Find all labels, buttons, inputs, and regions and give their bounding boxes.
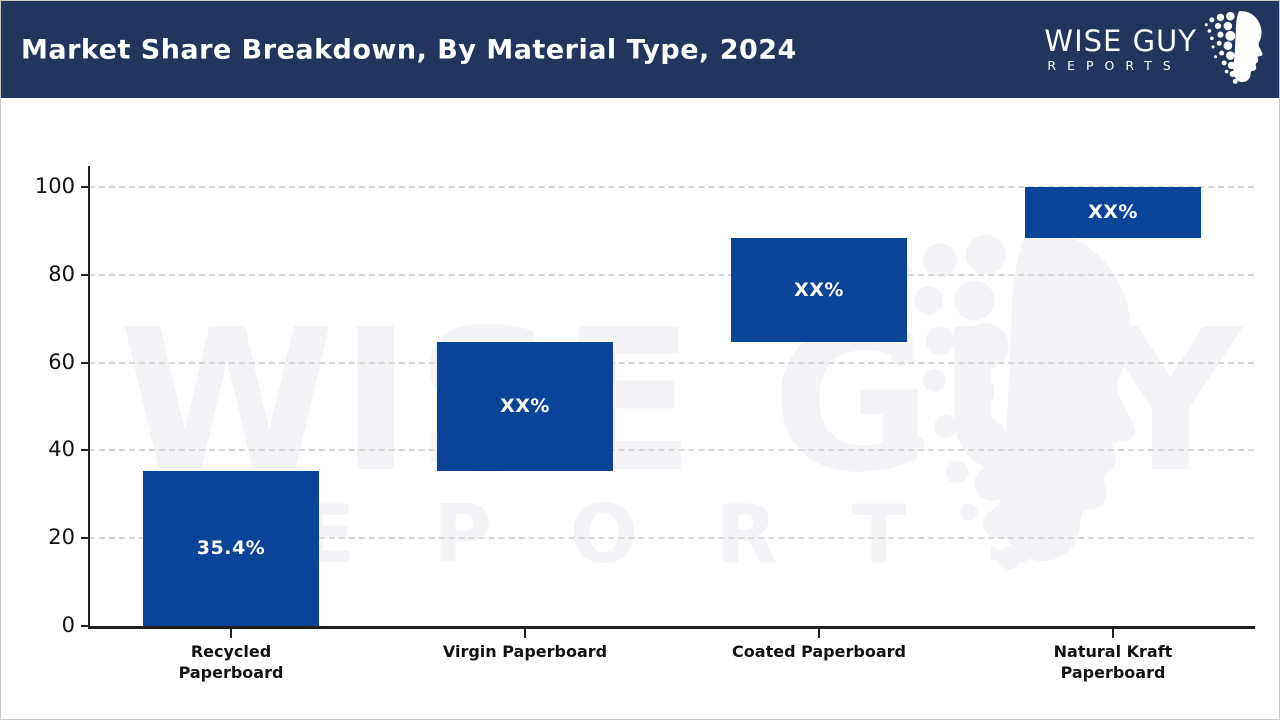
- page-title: Market Share Breakdown, By Material Type…: [21, 34, 797, 65]
- x-category-label: Recycled Paperboard: [81, 641, 381, 683]
- x-category-label-line: Natural Kraft: [1053, 642, 1173, 661]
- y-tick-label: 40: [48, 437, 75, 462]
- y-gridline: [89, 449, 1254, 452]
- y-axis-line: [88, 166, 90, 629]
- x-category-label: Natural Kraft Paperboard: [963, 641, 1263, 683]
- bar-value-label: XX%: [1088, 201, 1138, 224]
- y-tick-mark: [81, 361, 89, 364]
- bar-value-label: XX%: [500, 395, 550, 418]
- y-tick-mark: [81, 537, 89, 540]
- x-category-label: Virgin Paperboard: [375, 641, 675, 662]
- plot-area: WISE GUY REPORTS 0 20 40 60 80 100 35.4% Recycl…: [1, 98, 1279, 719]
- y-tick-label: 20: [48, 525, 75, 550]
- bar-value-label: 35.4%: [196, 537, 266, 560]
- bar-recycled-paperboard: 35.4%: [143, 470, 319, 626]
- y-tick-mark: [81, 186, 89, 188]
- bar-natural-kraft-paperboard: XX%: [1025, 187, 1201, 238]
- y-tick-mark: [81, 449, 89, 452]
- y-tick-label: 0: [61, 613, 75, 637]
- x-category-label-line: Coated Paperboard: [732, 642, 906, 661]
- x-category-label-line: Paperboard: [1060, 663, 1166, 682]
- y-tick-mark: [81, 625, 89, 627]
- y-tick-mark: [81, 273, 89, 276]
- wise-guy-logo: WISE GUY REPORTS: [1044, 10, 1265, 90]
- bar-coated-paperboard: XX%: [731, 237, 907, 342]
- logo-text: WISE GUY REPORTS: [1044, 23, 1197, 74]
- y-tick-label: 60: [48, 349, 75, 374]
- y-gridline: [89, 273, 1254, 276]
- x-category-label-line: Recycled: [190, 642, 272, 661]
- logo-subtitle: REPORTS: [1047, 58, 1182, 74]
- bar-value-label: XX%: [794, 278, 844, 301]
- y-tick-label: 80: [48, 261, 75, 286]
- x-tick-mark: [230, 629, 232, 638]
- x-axis-line: [88, 626, 1255, 629]
- x-category-label-line: Virgin Paperboard: [442, 642, 608, 661]
- x-category-label: Coated Paperboard: [669, 641, 969, 662]
- y-gridline: [89, 537, 1254, 540]
- x-tick-mark: [524, 629, 526, 638]
- y-gridline: [89, 186, 1254, 188]
- y-tick-label: 100: [34, 174, 75, 198]
- x-category-label-line: Paperboard: [178, 663, 284, 682]
- logo-head-icon: [1204, 10, 1263, 84]
- x-tick-mark: [818, 629, 820, 638]
- x-tick-mark: [1112, 629, 1114, 638]
- header-band: Market Share Breakdown, By Material Type…: [1, 1, 1279, 98]
- logo-wordmark: WISE GUY: [1044, 23, 1197, 58]
- bar-virgin-paperboard: XX%: [437, 341, 613, 471]
- y-gridline: [89, 361, 1254, 364]
